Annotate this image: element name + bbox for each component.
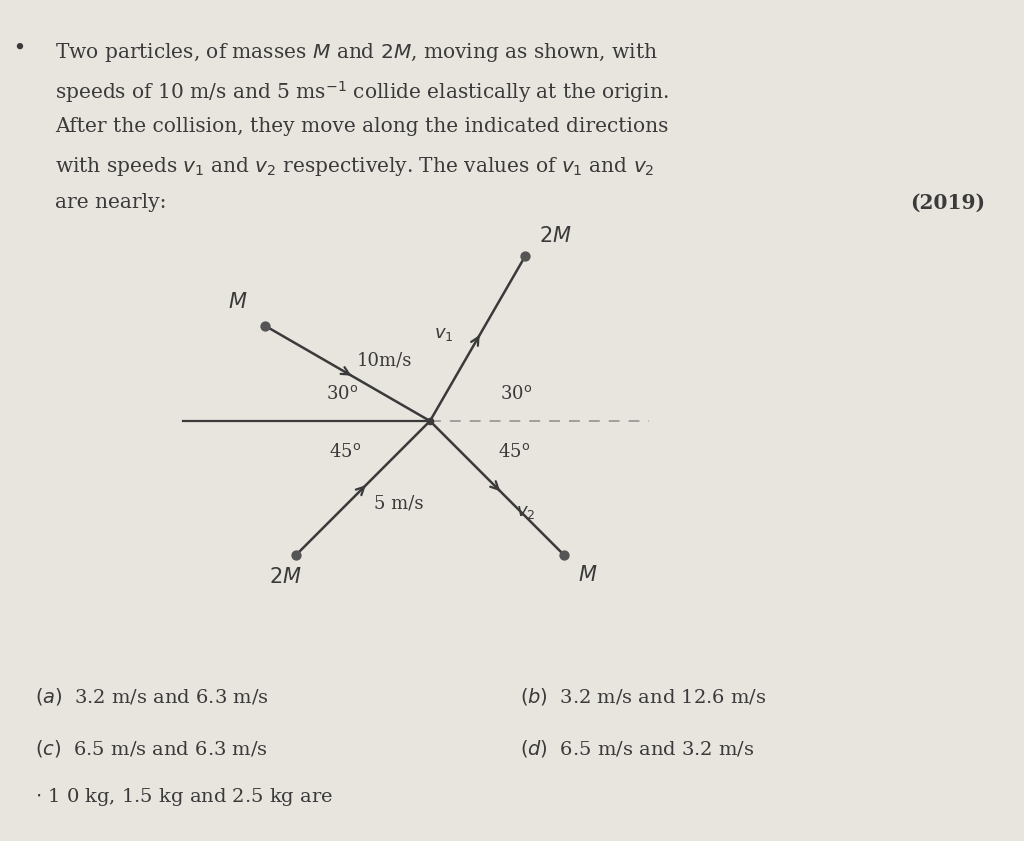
Text: $v_1$: $v_1$ — [434, 325, 454, 343]
Text: $M$: $M$ — [228, 292, 248, 312]
Point — [422, 415, 438, 428]
Text: $(b)$  3.2 m/s and 12.6 m/s: $(b)$ 3.2 m/s and 12.6 m/s — [520, 686, 767, 707]
Text: 30$^{\rm o}$: 30$^{\rm o}$ — [500, 385, 532, 403]
Text: $\cdot$ 1 0 kg, 1.5 kg and 2.5 kg are: $\cdot$ 1 0 kg, 1.5 kg and 2.5 kg are — [35, 786, 333, 808]
Text: After the collision, they move along the indicated directions: After the collision, they move along the… — [55, 117, 669, 136]
Text: $(d)$  6.5 m/s and 3.2 m/s: $(d)$ 6.5 m/s and 3.2 m/s — [520, 738, 754, 759]
Text: 10m/s: 10m/s — [356, 352, 412, 370]
Text: speeds of 10 m/s and 5 ms$^{-1}$ collide elastically at the origin.: speeds of 10 m/s and 5 ms$^{-1}$ collide… — [55, 79, 669, 105]
Text: 5 m/s: 5 m/s — [374, 495, 424, 513]
Text: are nearly:: are nearly: — [55, 193, 167, 212]
Text: with speeds $v_1$ and $v_2$ respectively. The values of $v_1$ and $v_2$: with speeds $v_1$ and $v_2$ respectively… — [55, 155, 654, 178]
Text: Two particles, of masses $M$ and $2M$, moving as shown, with: Two particles, of masses $M$ and $2M$, m… — [55, 41, 657, 64]
Text: 45$^{\rm o}$: 45$^{\rm o}$ — [498, 443, 530, 461]
Text: $(a)$  3.2 m/s and 6.3 m/s: $(a)$ 3.2 m/s and 6.3 m/s — [35, 686, 268, 707]
Point — [517, 250, 534, 263]
Text: $2M$: $2M$ — [269, 568, 302, 587]
Text: $2M$: $2M$ — [539, 226, 571, 246]
Text: (2019): (2019) — [910, 193, 985, 213]
Text: 30$^{\rm o}$: 30$^{\rm o}$ — [326, 385, 358, 403]
Text: $(c)$  6.5 m/s and 6.3 m/s: $(c)$ 6.5 m/s and 6.3 m/s — [35, 738, 268, 759]
Text: $\bullet$: $\bullet$ — [12, 36, 25, 56]
Point — [257, 320, 273, 333]
Point — [556, 548, 572, 562]
Point — [288, 548, 304, 562]
Text: 45$^{\rm o}$: 45$^{\rm o}$ — [329, 443, 361, 461]
Text: $v_2$: $v_2$ — [516, 503, 536, 521]
Text: $M$: $M$ — [579, 565, 598, 585]
